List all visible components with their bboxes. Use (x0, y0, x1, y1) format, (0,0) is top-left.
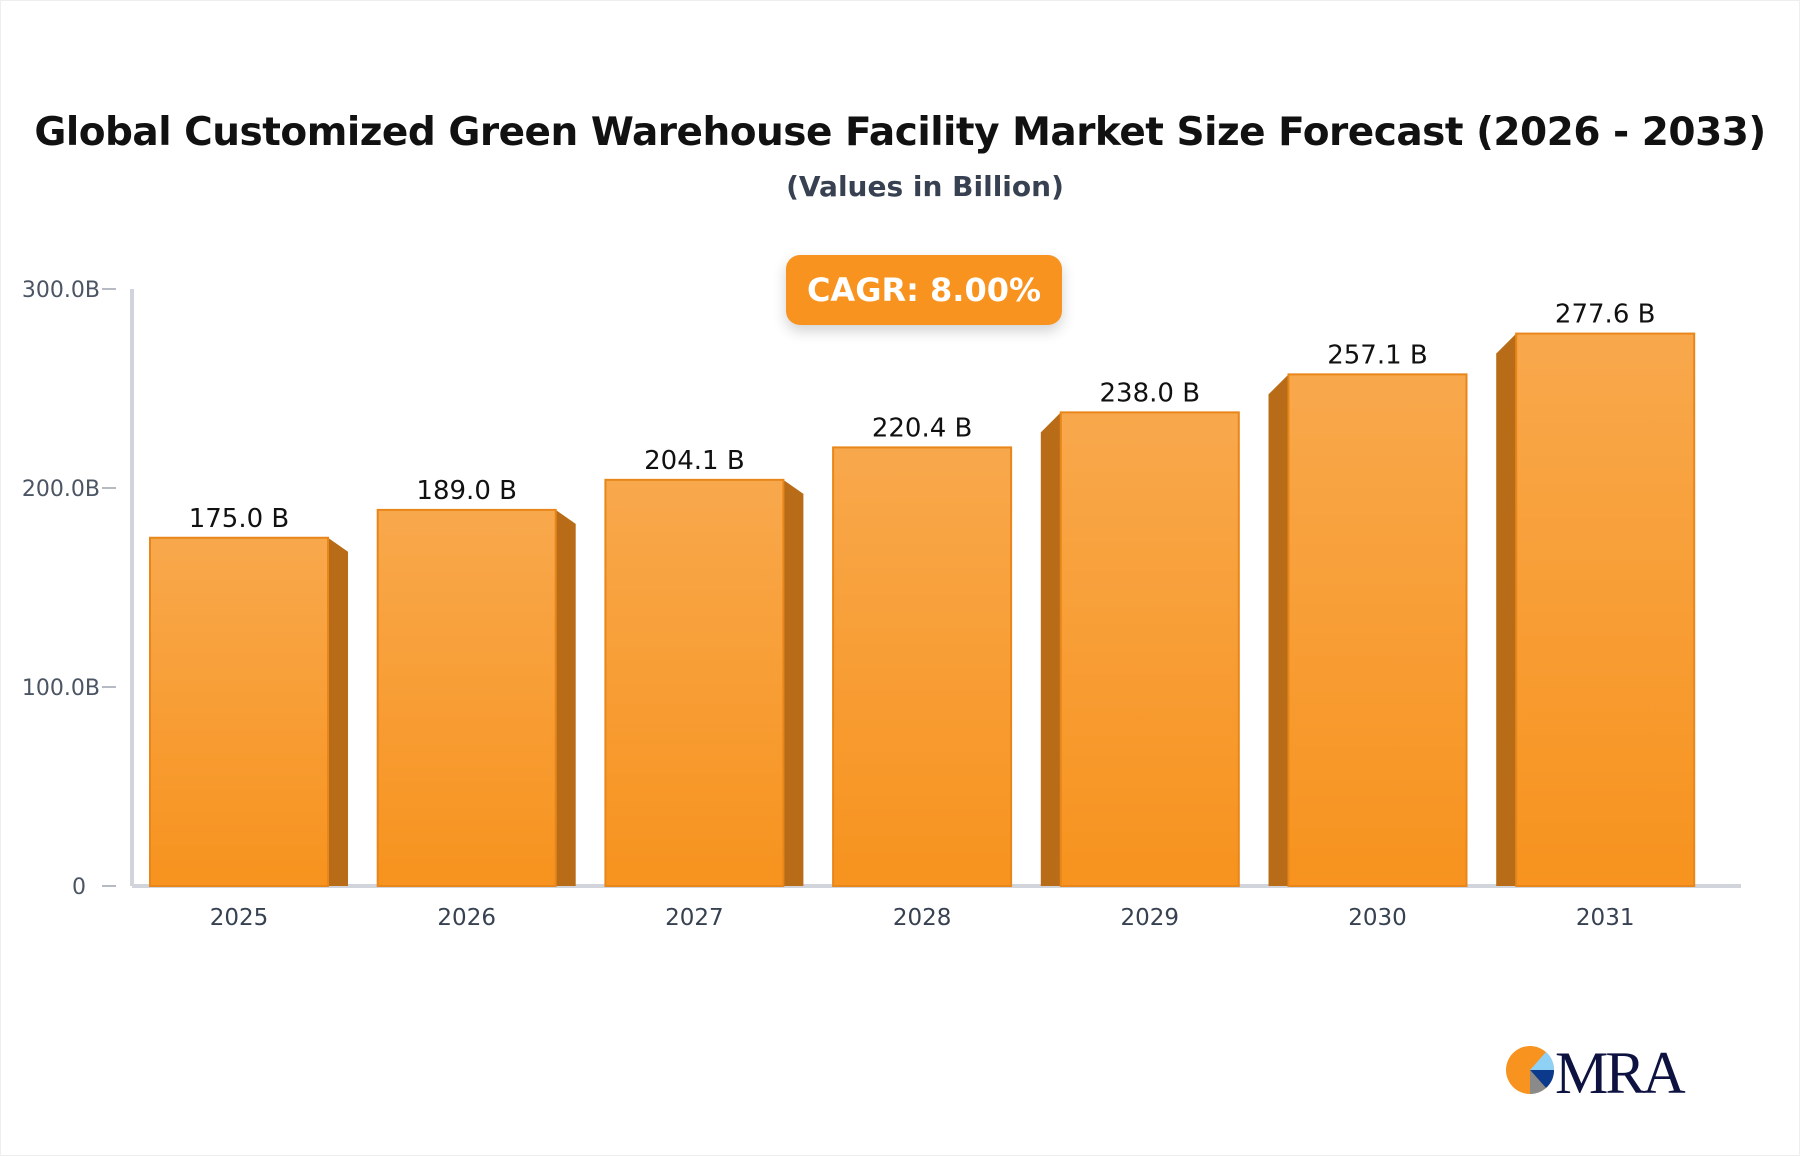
x-tick-label: 2025 (210, 905, 269, 931)
cagr-badge: CAGR: 8.00% (786, 255, 1062, 325)
y-tick-label: 300.0B (22, 278, 100, 303)
data-label: 189.0 B (416, 476, 517, 506)
y-tick-label: 0 (72, 875, 86, 900)
data-label: 204.1 B (644, 446, 745, 476)
bar (376, 508, 557, 887)
logo-text: MRA (1555, 1040, 1685, 1100)
x-tick-label: 2028 (893, 905, 952, 931)
chart-title: Global Customized Green Warehouse Facili… (34, 110, 1766, 155)
bar-side (555, 509, 576, 886)
data-label: 175.0 B (189, 504, 290, 534)
data-label: 277.6 B (1555, 300, 1656, 330)
chart-subtitle: (Values in Billion) (786, 170, 1064, 203)
y-tick-label: 100.0B (22, 676, 100, 701)
bar-side (1496, 333, 1517, 886)
bar (832, 446, 1013, 887)
y-tick-label: 200.0B (22, 477, 100, 502)
bar (149, 536, 329, 887)
bar (1287, 373, 1468, 887)
x-tick-label: 2027 (665, 905, 724, 931)
x-tick-label: 2030 (1348, 905, 1407, 931)
bar-side (1268, 374, 1289, 886)
data-label: 238.0 B (1100, 378, 1201, 408)
x-tick-label: 2026 (437, 905, 496, 931)
mra-logo: MRA (1506, 1040, 1688, 1100)
data-label: 257.1 B (1327, 340, 1428, 370)
bar (1059, 411, 1240, 887)
bar-side (328, 537, 348, 886)
bar (1515, 332, 1696, 887)
data-label: 220.4 B (872, 413, 973, 443)
bar-side (783, 479, 804, 886)
bar (604, 478, 785, 887)
x-tick-label: 2029 (1121, 905, 1180, 931)
bar-side (1040, 412, 1061, 886)
x-tick-label: 2031 (1576, 905, 1635, 931)
